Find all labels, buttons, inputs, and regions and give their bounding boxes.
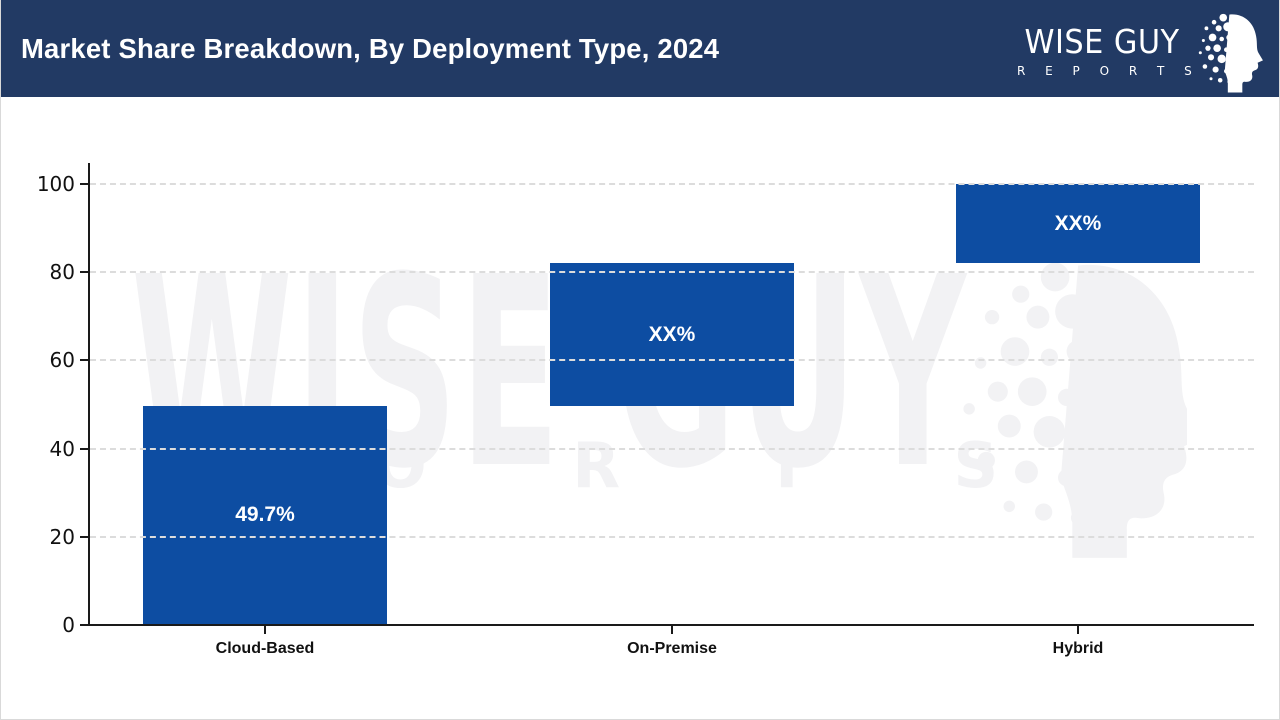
x-category-label: On-Premise <box>627 640 717 657</box>
logo-wordmark: WISE GUY <box>1024 22 1180 61</box>
gridline-100 <box>90 183 1254 185</box>
bar-value-label: XX% <box>1054 211 1102 235</box>
bar-on-premise: XX% <box>550 263 794 406</box>
y-tick-label-100: 100 <box>36 172 75 196</box>
watermark-head-icon <box>963 262 1187 558</box>
bar-cloud-based: 49.7% <box>143 405 387 625</box>
bar-hybrid: XX% <box>956 184 1200 264</box>
y-tick-label-60: 60 <box>49 348 75 373</box>
x-axis-line <box>88 624 1254 626</box>
bar-value-label: XX% <box>648 322 696 346</box>
gridline-40 <box>90 447 1254 450</box>
logo-subtitle: R E P O R T S <box>1017 64 1200 78</box>
y-tick-label-20: 20 <box>49 524 75 549</box>
x-tick-1 <box>671 626 673 634</box>
y-tick-20 <box>80 535 88 538</box>
wise-guy-head-icon <box>1198 13 1263 93</box>
y-tick-label-40: 40 <box>49 436 75 461</box>
header-band: Market Share Breakdown, By Deployment Ty… <box>1 0 1279 97</box>
gridline-60 <box>90 359 1254 362</box>
page-title: Market Share Breakdown, By Deployment Ty… <box>21 33 720 64</box>
y-tick-0 <box>80 624 88 626</box>
x-tick-0 <box>264 626 266 634</box>
y-axis-line <box>88 163 90 626</box>
gridline-20 <box>90 535 1254 538</box>
y-tick-80 <box>80 271 88 274</box>
y-tick-40 <box>80 447 88 450</box>
x-tick-2 <box>1077 626 1079 634</box>
y-tick-label-80: 80 <box>49 260 75 285</box>
logo-text: WISE GUY R E P O R T S <box>1017 22 1200 78</box>
bar-value-label: 49.7% <box>235 503 295 527</box>
y-tick-label-0: 0 <box>62 613 75 637</box>
wise-guy-logo: WISE GUY R E P O R T S <box>1017 6 1267 94</box>
y-tick-60 <box>80 359 88 362</box>
x-category-label: Hybrid <box>1052 640 1104 657</box>
x-category-label: Cloud-Based <box>215 640 315 657</box>
gridline-80 <box>90 271 1254 274</box>
y-tick-100 <box>80 183 88 185</box>
